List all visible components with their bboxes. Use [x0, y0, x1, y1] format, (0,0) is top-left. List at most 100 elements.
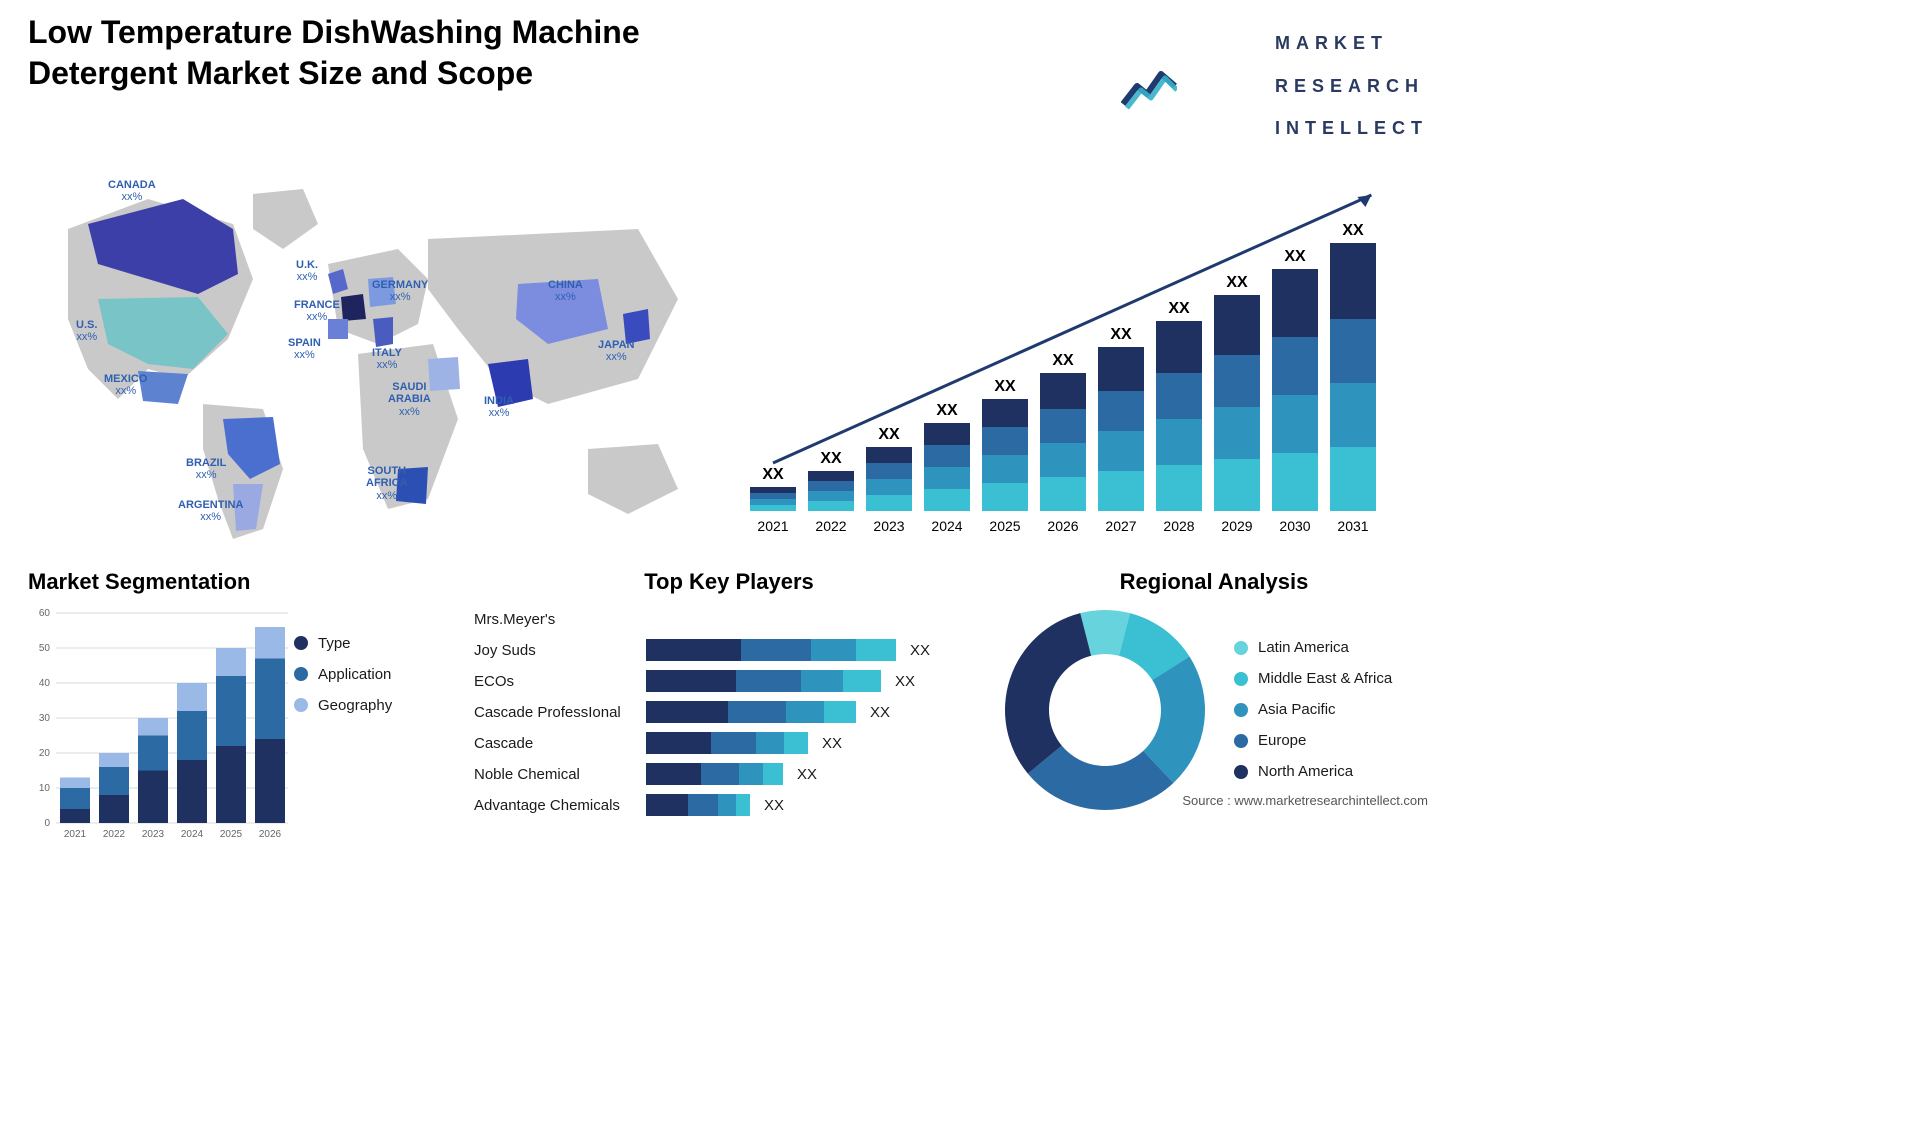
svg-text:XX: XX — [1342, 222, 1364, 239]
player-row: Cascade ProfessIonalXX — [474, 698, 984, 727]
player-row: Noble Chemical XX — [474, 760, 984, 789]
logo-line-2: RESEARCH — [1275, 76, 1424, 96]
svg-text:XX: XX — [1110, 326, 1132, 343]
segmentation-title: Market Segmentation — [28, 569, 458, 595]
player-name: Mrs.Meyer's — [474, 611, 646, 628]
player-name: Cascade ProfessIonal — [474, 704, 646, 721]
legend-item: Asia Pacific — [1234, 701, 1392, 718]
svg-text:60: 60 — [39, 608, 51, 619]
map-label: INDIAxx% — [484, 395, 514, 420]
svg-text:2024: 2024 — [181, 829, 204, 840]
legend-dot-icon — [1234, 672, 1248, 686]
svg-text:2022: 2022 — [103, 829, 126, 840]
map-label: GERMANYxx% — [372, 279, 428, 304]
legend-dot-icon — [294, 667, 308, 681]
map-label: CHINAxx% — [548, 279, 583, 304]
player-bar-segment — [736, 670, 801, 692]
svg-text:XX: XX — [1052, 352, 1074, 369]
svg-text:2022: 2022 — [815, 518, 846, 534]
player-bar-segment — [763, 763, 783, 785]
region-donut-chart — [1000, 605, 1210, 815]
map-label: SOUTHAFRICAxx% — [366, 465, 408, 503]
source-note: Source : www.marketresearchintellect.com — [1182, 793, 1428, 808]
svg-text:XX: XX — [994, 378, 1016, 395]
player-name: Joy Suds — [474, 642, 646, 659]
player-bar-segment — [711, 732, 756, 754]
legend-dot-icon — [1234, 703, 1248, 717]
brand-logo: MARKET RESEARCH INTELLECT — [1121, 12, 1428, 161]
svg-text:2026: 2026 — [1047, 518, 1078, 534]
svg-text:2027: 2027 — [1105, 518, 1136, 534]
legend-dot-icon — [1234, 641, 1248, 655]
legend-item: Latin America — [1234, 639, 1392, 656]
svg-text:XX: XX — [936, 402, 958, 419]
player-bar-segment — [701, 763, 739, 785]
player-row: ECOsXX — [474, 667, 984, 696]
regions-title: Regional Analysis — [1000, 569, 1428, 595]
player-bar-segment — [646, 732, 711, 754]
logo-line-3: INTELLECT — [1275, 118, 1428, 138]
player-value: XX — [797, 766, 817, 783]
svg-text:XX: XX — [1226, 274, 1248, 291]
svg-text:30: 30 — [39, 713, 51, 724]
player-bar-segment — [784, 732, 808, 754]
player-bar-segment — [728, 701, 786, 723]
legend-label: North America — [1258, 763, 1353, 780]
player-name: Noble Chemical — [474, 766, 646, 783]
svg-text:2021: 2021 — [64, 829, 87, 840]
legend-item: Application — [294, 666, 392, 683]
player-bar-segment — [801, 670, 843, 692]
region-legend: Latin America Middle East & Africa Asia Pa… — [1234, 639, 1392, 780]
player-name: ECOs — [474, 673, 646, 690]
player-bar-segment — [856, 639, 896, 661]
player-bar-segment — [718, 794, 736, 816]
player-bar-segment — [786, 701, 824, 723]
legend-item: Type — [294, 635, 392, 652]
svg-text:2024: 2024 — [931, 518, 962, 534]
map-label: MEXICOxx% — [104, 373, 147, 398]
svg-text:10: 10 — [39, 783, 51, 794]
player-value: XX — [764, 797, 784, 814]
player-name: Cascade — [474, 735, 646, 752]
legend-label: Europe — [1258, 732, 1306, 749]
legend-label: Middle East & Africa — [1258, 670, 1392, 687]
legend-dot-icon — [294, 636, 308, 650]
world-map: CANADAxx%U.S.xx%MEXICOxx%BRAZILxx%ARGENT… — [28, 169, 718, 549]
player-bar-segment — [646, 794, 688, 816]
player-bar-segment — [646, 639, 741, 661]
legend-label: Latin America — [1258, 639, 1349, 656]
segmentation-chart: 0102030405060202120222023202420252026 — [28, 605, 278, 845]
svg-text:20: 20 — [39, 748, 51, 759]
svg-text:XX: XX — [1168, 300, 1190, 317]
player-bar-segment — [843, 670, 881, 692]
legend-dot-icon — [1234, 765, 1248, 779]
player-value: XX — [822, 735, 842, 752]
svg-text:2029: 2029 — [1221, 518, 1252, 534]
svg-text:2030: 2030 — [1279, 518, 1310, 534]
map-label: ARGENTINAxx% — [178, 499, 243, 524]
player-bar-segment — [741, 639, 811, 661]
player-bar-segment — [736, 794, 750, 816]
svg-text:XX: XX — [878, 426, 900, 443]
svg-text:2021: 2021 — [757, 518, 788, 534]
players-chart: Mrs.Meyer'sJoy SudsXXECOsXXCascade Profe… — [474, 605, 984, 820]
map-label: JAPANxx% — [598, 339, 634, 364]
growth-bar-chart: XX2021XX2022XX2023XX2024XX2025XX2026XX20… — [742, 169, 1428, 549]
svg-text:XX: XX — [1284, 248, 1306, 265]
player-row: Joy SudsXX — [474, 636, 984, 665]
legend-label: Geography — [318, 697, 392, 714]
svg-text:2025: 2025 — [220, 829, 243, 840]
player-bar-segment — [646, 701, 728, 723]
player-bar-segment — [811, 639, 856, 661]
player-name: Advantage Chemicals — [474, 797, 646, 814]
svg-text:2023: 2023 — [142, 829, 165, 840]
player-row: Mrs.Meyer's — [474, 605, 984, 634]
map-label: ITALYxx% — [372, 347, 402, 372]
svg-text:0: 0 — [44, 818, 50, 829]
svg-text:50: 50 — [39, 643, 51, 654]
legend-dot-icon — [294, 698, 308, 712]
player-bar — [646, 794, 750, 816]
svg-text:40: 40 — [39, 678, 51, 689]
player-bar — [646, 701, 856, 723]
map-label: FRANCExx% — [294, 299, 340, 324]
